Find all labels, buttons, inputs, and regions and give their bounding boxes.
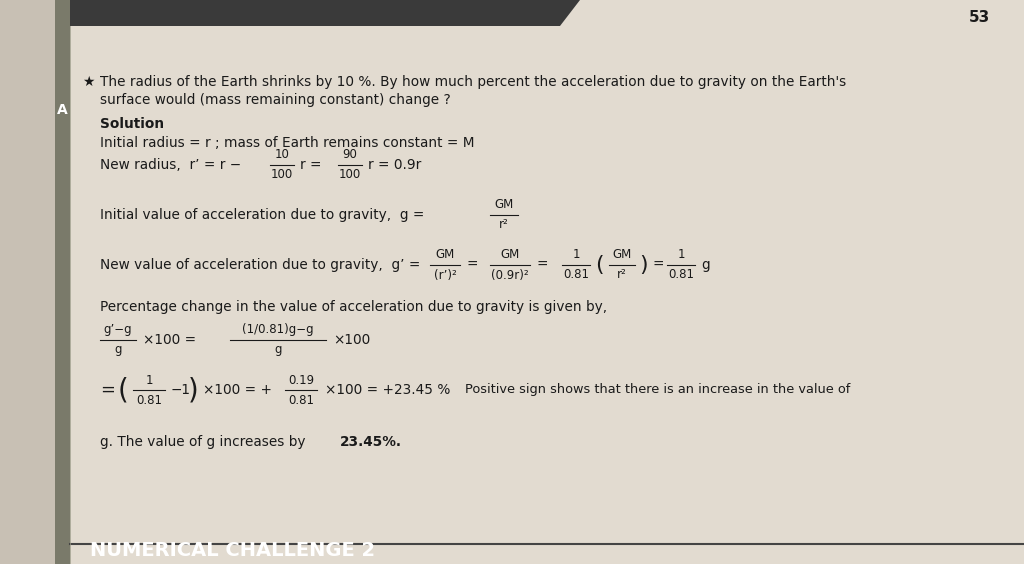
Text: 23.45%.: 23.45%. xyxy=(340,435,402,449)
Text: 0.81: 0.81 xyxy=(563,268,589,281)
Text: 90: 90 xyxy=(343,148,357,161)
Text: GM: GM xyxy=(612,249,632,262)
Text: 0.81: 0.81 xyxy=(136,394,162,407)
Text: (: ( xyxy=(595,255,603,275)
Text: Solution: Solution xyxy=(100,117,164,131)
Text: ×100 = +: ×100 = + xyxy=(203,383,272,397)
Text: r = 0.9r: r = 0.9r xyxy=(368,158,421,172)
Text: Initial value of acceleration due to gravity,  g =: Initial value of acceleration due to gra… xyxy=(100,208,424,222)
Text: (0.9r)²: (0.9r)² xyxy=(492,268,528,281)
Text: New radius,  r’ = r −: New radius, r’ = r − xyxy=(100,158,241,172)
Text: g: g xyxy=(274,343,282,356)
Text: Percentage change in the value of acceleration due to gravity is given by,: Percentage change in the value of accele… xyxy=(100,300,607,314)
Text: 0.81: 0.81 xyxy=(668,268,694,281)
Text: ): ) xyxy=(639,255,647,275)
Text: Initial radius = r ; mass of Earth remains constant = M: Initial radius = r ; mass of Earth remai… xyxy=(100,136,474,150)
Text: (: ( xyxy=(118,376,129,404)
Text: =: = xyxy=(652,258,664,272)
Text: GM: GM xyxy=(501,249,519,262)
Text: g’−g: g’−g xyxy=(103,324,132,337)
Text: GM: GM xyxy=(495,199,514,212)
Text: 0.81: 0.81 xyxy=(288,394,314,407)
Text: =: = xyxy=(466,258,477,272)
Text: r =: r = xyxy=(300,158,322,172)
Text: ): ) xyxy=(188,376,199,404)
Text: 10: 10 xyxy=(274,148,290,161)
Text: New value of acceleration due to gravity,  g’ =: New value of acceleration due to gravity… xyxy=(100,258,421,272)
Text: 100: 100 xyxy=(271,169,293,182)
Text: (r’)²: (r’)² xyxy=(433,268,457,281)
Text: −1: −1 xyxy=(171,383,191,397)
Text: g: g xyxy=(701,258,710,272)
Text: ★: ★ xyxy=(82,75,94,89)
Text: =: = xyxy=(537,258,549,272)
Text: 100: 100 xyxy=(339,169,361,182)
Text: ×100 =: ×100 = xyxy=(143,333,197,347)
Text: 0.19: 0.19 xyxy=(288,373,314,386)
Text: =: = xyxy=(100,381,115,399)
Polygon shape xyxy=(70,0,580,26)
Text: 1: 1 xyxy=(677,249,685,262)
Text: GM: GM xyxy=(435,249,455,262)
Text: r²: r² xyxy=(499,218,509,231)
Polygon shape xyxy=(55,0,70,564)
Text: Positive sign shows that there is an increase in the value of: Positive sign shows that there is an inc… xyxy=(465,384,850,396)
Text: g: g xyxy=(115,343,122,356)
Text: g. The value of g increases by: g. The value of g increases by xyxy=(100,435,310,449)
Text: 53: 53 xyxy=(969,10,990,25)
Text: A: A xyxy=(56,103,68,117)
Text: 1: 1 xyxy=(572,249,580,262)
Text: 1: 1 xyxy=(145,373,153,386)
Text: ×100: ×100 xyxy=(333,333,371,347)
Text: ×100 = +23.45 %: ×100 = +23.45 % xyxy=(325,383,451,397)
Polygon shape xyxy=(0,0,55,564)
Text: (1/0.81)g−g: (1/0.81)g−g xyxy=(243,324,313,337)
Polygon shape xyxy=(70,0,1024,564)
Text: NUMERICAL CHALLENGE 2: NUMERICAL CHALLENGE 2 xyxy=(90,541,375,561)
Text: The radius of the Earth shrinks by 10 %. By how much percent the acceleration du: The radius of the Earth shrinks by 10 %.… xyxy=(100,75,846,89)
Text: surface would (mass remaining constant) change ?: surface would (mass remaining constant) … xyxy=(100,93,451,107)
Text: r²: r² xyxy=(617,268,627,281)
